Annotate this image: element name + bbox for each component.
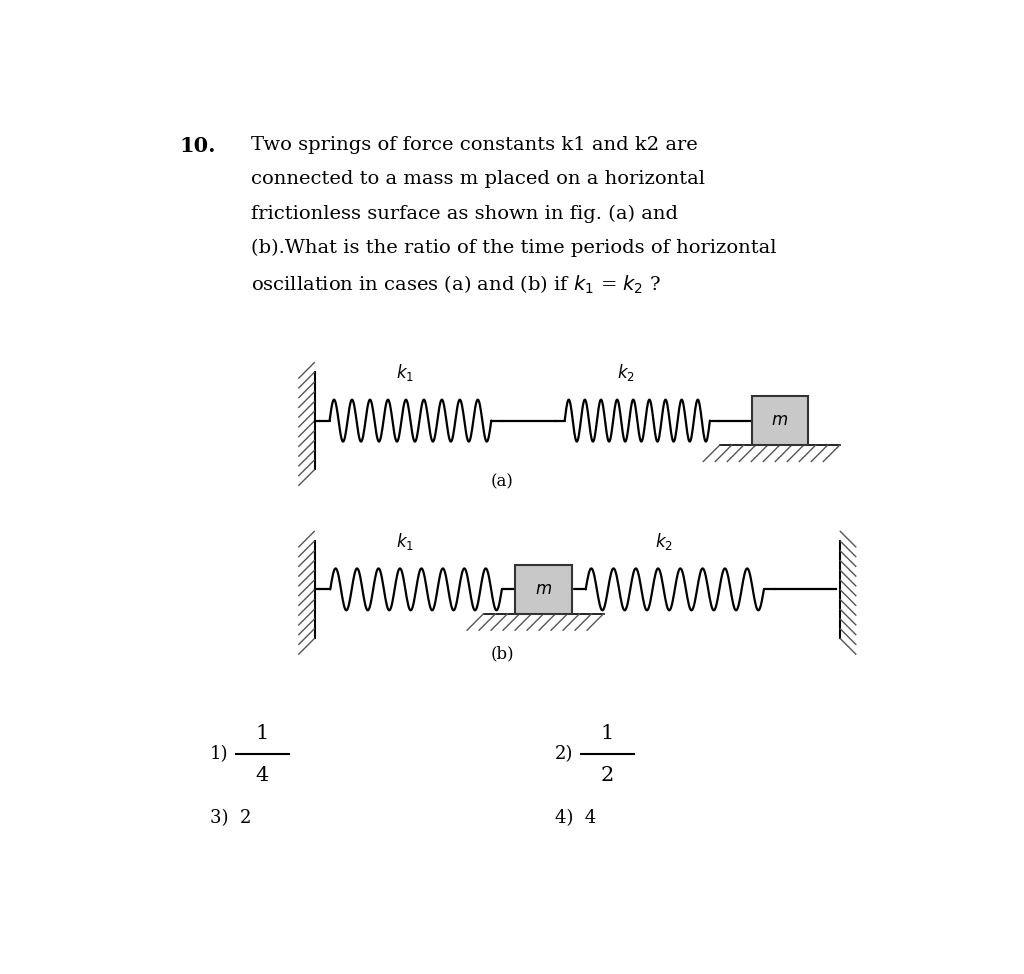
Text: $k_2$: $k_2$ [617,362,635,383]
Bar [515,565,571,614]
Text: frictionless surface as shown in fig. (a) and: frictionless surface as shown in fig. (a… [251,205,678,223]
Text: 10.: 10. [180,135,216,156]
Text: connected to a mass m placed on a horizontal: connected to a mass m placed on a horizo… [251,170,706,188]
Text: 1: 1 [601,724,614,743]
Text: (a): (a) [490,473,514,490]
Bar [752,396,808,445]
Text: $k_2$: $k_2$ [654,531,673,552]
Text: oscillation in cases (a) and (b) if $k_1$ = $k_2$ ?: oscillation in cases (a) and (b) if $k_1… [251,274,660,296]
Text: (b).What is the ratio of the time periods of horizontal: (b).What is the ratio of the time period… [251,240,776,257]
Text: Two springs of force constants k1 and k2 are: Two springs of force constants k1 and k2… [251,135,697,154]
Text: $m$: $m$ [535,581,552,598]
Text: 3)  2: 3) 2 [210,809,251,827]
Text: 2): 2) [555,745,573,764]
Text: (b): (b) [490,646,514,662]
Text: 4: 4 [256,766,269,785]
Text: 4)  4: 4) 4 [555,809,596,827]
Text: $k_1$: $k_1$ [396,362,414,383]
Text: 2: 2 [601,766,614,785]
Text: 1): 1) [210,745,228,764]
Text: 1: 1 [256,724,269,743]
Text: $m$: $m$ [771,412,788,430]
Text: $k_1$: $k_1$ [396,531,414,552]
